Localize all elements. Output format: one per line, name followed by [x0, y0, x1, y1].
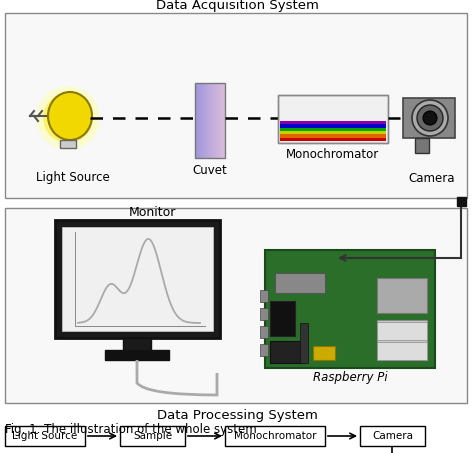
- Bar: [280, 137, 386, 141]
- Bar: [280, 131, 386, 135]
- Bar: [222, 83, 224, 158]
- Bar: [260, 290, 268, 302]
- Text: Cuvet: Cuvet: [192, 164, 228, 178]
- Bar: [209, 83, 210, 158]
- Bar: [415, 138, 429, 153]
- Bar: [213, 83, 215, 158]
- Bar: [457, 197, 466, 206]
- Bar: [62, 227, 213, 331]
- Bar: [215, 83, 217, 158]
- Bar: [210, 83, 212, 158]
- Circle shape: [36, 86, 100, 150]
- Text: Data Processing System: Data Processing System: [156, 409, 318, 421]
- Bar: [216, 83, 218, 158]
- Text: Monitor: Monitor: [129, 207, 176, 220]
- Bar: [275, 273, 325, 293]
- Bar: [377, 322, 427, 340]
- Bar: [5, 426, 85, 446]
- Bar: [201, 83, 203, 158]
- Bar: [211, 83, 213, 158]
- Bar: [300, 323, 308, 363]
- Bar: [224, 83, 226, 158]
- Bar: [360, 426, 425, 446]
- Bar: [377, 342, 427, 360]
- Bar: [270, 301, 295, 336]
- Bar: [5, 13, 467, 198]
- Text: Sample: Sample: [133, 431, 172, 441]
- Bar: [5, 208, 467, 403]
- Text: Monochromator: Monochromator: [286, 148, 380, 160]
- Bar: [377, 320, 427, 360]
- Bar: [265, 250, 435, 368]
- Bar: [280, 124, 386, 128]
- Bar: [105, 350, 169, 360]
- Bar: [313, 346, 335, 360]
- Bar: [219, 83, 221, 158]
- Text: Fig. 1. The illustration of the whole system: Fig. 1. The illustration of the whole sy…: [5, 423, 257, 435]
- Bar: [270, 341, 305, 363]
- Bar: [377, 278, 427, 313]
- Circle shape: [412, 100, 448, 136]
- Text: Raspberry Pi: Raspberry Pi: [313, 371, 387, 384]
- Bar: [260, 308, 268, 320]
- Bar: [198, 83, 200, 158]
- Bar: [220, 83, 222, 158]
- Ellipse shape: [48, 92, 92, 140]
- Circle shape: [417, 105, 443, 131]
- Circle shape: [43, 93, 93, 143]
- Text: Light Source: Light Source: [36, 172, 110, 184]
- Bar: [206, 83, 208, 158]
- Bar: [278, 95, 388, 143]
- Bar: [204, 83, 206, 158]
- Bar: [225, 426, 325, 446]
- Circle shape: [423, 111, 437, 125]
- Bar: [60, 140, 76, 148]
- Text: Data Acquisition System: Data Acquisition System: [155, 0, 319, 13]
- Bar: [202, 83, 204, 158]
- Bar: [195, 83, 197, 158]
- Bar: [55, 220, 220, 338]
- Bar: [278, 95, 388, 143]
- Text: Light Source: Light Source: [12, 431, 78, 441]
- Bar: [123, 338, 151, 352]
- Bar: [195, 83, 225, 158]
- Bar: [207, 83, 209, 158]
- Text: Monochromator: Monochromator: [234, 431, 316, 441]
- Bar: [200, 83, 201, 158]
- Bar: [218, 83, 219, 158]
- Bar: [280, 120, 386, 124]
- Bar: [260, 344, 268, 356]
- Bar: [260, 326, 268, 338]
- Text: Camera: Camera: [409, 172, 455, 184]
- Bar: [403, 98, 455, 138]
- Bar: [280, 134, 386, 138]
- Bar: [280, 127, 386, 131]
- Bar: [120, 426, 185, 446]
- Text: Camera: Camera: [372, 431, 413, 441]
- Bar: [280, 97, 386, 121]
- Bar: [197, 83, 199, 158]
